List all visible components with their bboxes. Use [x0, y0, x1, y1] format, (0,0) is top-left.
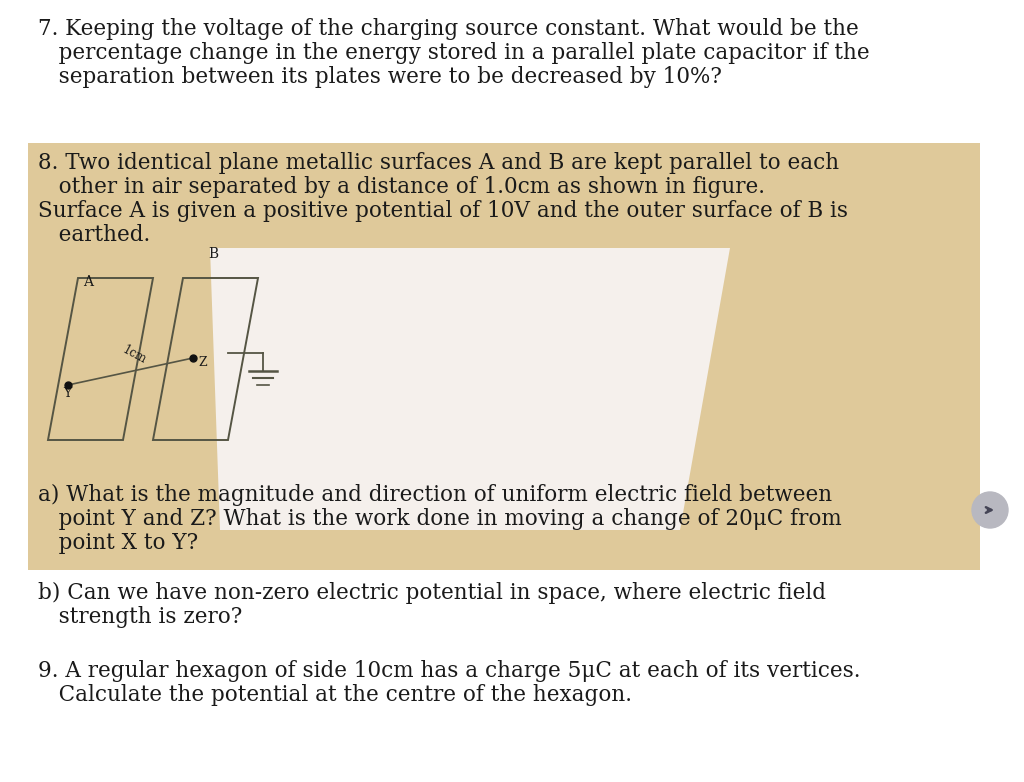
- Text: point X to Y?: point X to Y?: [38, 532, 198, 554]
- Text: Y: Y: [63, 387, 72, 400]
- Text: 9. A regular hexagon of side 10cm has a charge 5μC at each of its vertices.: 9. A regular hexagon of side 10cm has a …: [38, 660, 860, 682]
- Polygon shape: [210, 248, 730, 530]
- Text: 1cm: 1cm: [121, 343, 148, 367]
- Polygon shape: [28, 143, 980, 570]
- Text: Calculate the potential at the centre of the hexagon.: Calculate the potential at the centre of…: [38, 684, 632, 706]
- Text: separation between its plates were to be decreased by 10%?: separation between its plates were to be…: [38, 66, 722, 88]
- Text: B: B: [208, 247, 218, 261]
- Text: 7. Keeping the voltage of the charging source constant. What would be the: 7. Keeping the voltage of the charging s…: [38, 18, 859, 40]
- Text: Surface A is given a positive potential of 10V and the outer surface of B is: Surface A is given a positive potential …: [38, 200, 848, 222]
- FancyBboxPatch shape: [0, 0, 1024, 143]
- Text: b) Can we have non-zero electric potential in space, where electric field: b) Can we have non-zero electric potenti…: [38, 582, 826, 604]
- Text: strength is zero?: strength is zero?: [38, 606, 243, 628]
- Text: Z: Z: [198, 356, 207, 369]
- Text: A: A: [83, 275, 93, 289]
- Text: percentage change in the energy stored in a parallel plate capacitor if the: percentage change in the energy stored i…: [38, 42, 869, 64]
- Text: other in air separated by a distance of 1.0cm as shown in figure.: other in air separated by a distance of …: [38, 176, 765, 198]
- Text: a) What is the magnitude and direction of uniform electric field between: a) What is the magnitude and direction o…: [38, 484, 833, 506]
- Circle shape: [972, 492, 1008, 528]
- Text: point Y and Z? What is the work done in moving a change of 20μC from: point Y and Z? What is the work done in …: [38, 508, 842, 530]
- FancyBboxPatch shape: [0, 570, 1024, 782]
- Text: 8. Two identical plane metallic surfaces A and B are kept parallel to each: 8. Two identical plane metallic surfaces…: [38, 152, 839, 174]
- Text: earthed.: earthed.: [38, 224, 151, 246]
